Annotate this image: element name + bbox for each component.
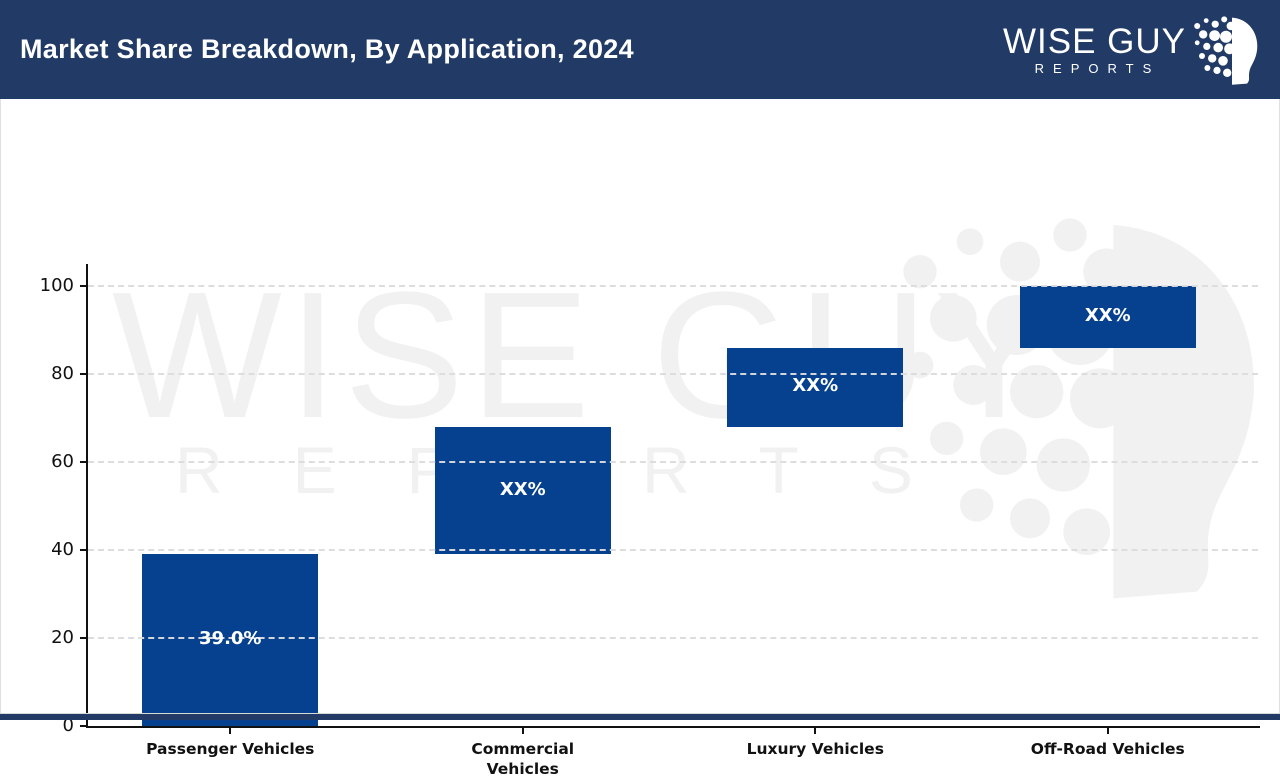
y-axis-line (86, 264, 88, 726)
x-category-label-line: Luxury Vehicles (746, 740, 884, 758)
brand-logo: WISE GUY REPORTS (1003, 8, 1262, 92)
bar-luxury-vehicles (727, 347, 904, 427)
y-tick-mark-80 (80, 373, 86, 375)
header-bar: Market Share Breakdown, By Application, … (0, 0, 1280, 99)
gridline-y-100 (88, 285, 1258, 287)
y-tick-mark-100 (80, 285, 86, 287)
footer-hairline (0, 713, 1280, 714)
y-tick-label: 60 (51, 451, 74, 472)
chart-title: Market Share Breakdown, By Application, … (20, 34, 634, 64)
y-tick-mark-40 (80, 549, 86, 551)
gridline-y-60 (88, 461, 1258, 463)
gridline-y-80 (88, 373, 1258, 375)
brand-name: WISE GUY (1002, 22, 1186, 61)
x-axis-line (86, 726, 1260, 728)
bar-value-label: XX% (499, 478, 546, 500)
x-category-label: Off-Road Vehicles (988, 739, 1228, 759)
bar-commercial-vehicles (434, 426, 611, 555)
y-tick-label: 100 (39, 275, 74, 296)
x-category-label-line: Passenger Vehicles (146, 740, 315, 758)
bar-value-label: 39.0% (199, 628, 262, 650)
x-category-label-line: Commercial (471, 740, 575, 758)
gridline-y-40 (88, 549, 1258, 551)
y-tick-label: 40 (51, 539, 74, 560)
brand-subname: REPORTS (1034, 61, 1161, 76)
x-category-label-line: Off-Road Vehicles (1030, 740, 1185, 758)
gridline-y-20 (88, 637, 1258, 639)
brand-logo-text: WISE GUY REPORTS (1002, 22, 1186, 77)
x-category-label: Luxury Vehicles (695, 739, 935, 759)
x-category-label-line: Vehicles (486, 760, 559, 778)
x-tick-mark (1106, 728, 1109, 734)
bar-passenger-vehicles (142, 554, 319, 726)
y-tick-label: 20 (51, 627, 74, 648)
y-tick-mark-0 (80, 725, 86, 727)
y-tick-mark-60 (80, 461, 86, 463)
bar-value-label: XX% (792, 375, 839, 397)
bar-value-label: XX% (1084, 304, 1131, 326)
footer-bar (0, 714, 1280, 720)
y-tick-mark-20 (80, 637, 86, 639)
x-tick-mark (814, 728, 817, 734)
brand-face-dots-icon (1194, 16, 1258, 85)
x-category-label: Passenger Vehicles (110, 739, 350, 759)
left-edge-border (0, 99, 1, 714)
y-tick-label: 80 (51, 363, 74, 384)
x-tick-mark (521, 728, 524, 734)
x-tick-mark (229, 728, 232, 734)
x-category-label: Commercial Vehicles (403, 739, 643, 779)
plot-area: 0 20 40 60 80 100 39.0% Passenger Vehicles XX% Co… (0, 99, 1280, 778)
